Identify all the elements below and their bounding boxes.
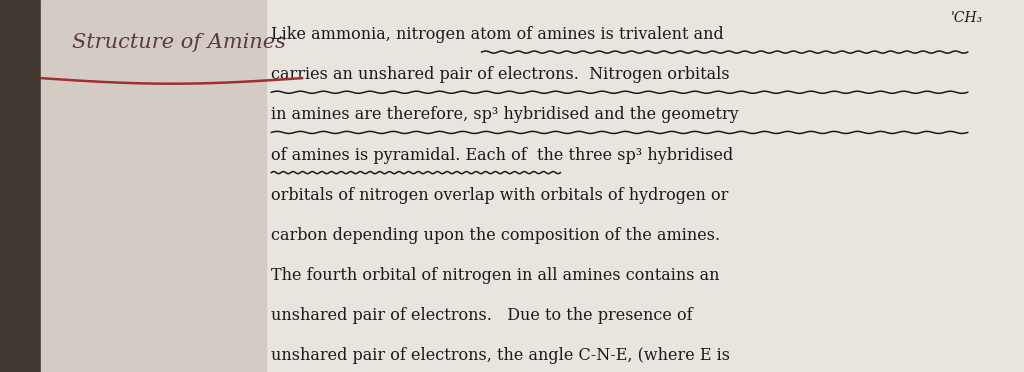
Text: The fourth orbital of nitrogen in all amines contains an: The fourth orbital of nitrogen in all am… [271, 267, 720, 284]
Text: Structure of Amines: Structure of Amines [73, 33, 286, 52]
Bar [0, 0, 41, 372]
Bar [41, 0, 266, 372]
Text: Like ammonia, nitrogen atom of amines is trivalent and: Like ammonia, nitrogen atom of amines is… [271, 26, 724, 43]
Text: unshared pair of electrons, the angle C-N-E, (where E is: unshared pair of electrons, the angle C-… [271, 347, 730, 365]
Text: in amines are therefore, sp³ hybridised and the geometry: in amines are therefore, sp³ hybridised … [271, 106, 739, 124]
Text: 'CH₃: 'CH₃ [951, 11, 983, 25]
Text: carbon depending upon the composition of the amines.: carbon depending upon the composition of… [271, 227, 721, 244]
Text: of amines is pyramidal. Each of  the three sp³ hybridised: of amines is pyramidal. Each of the thre… [271, 147, 733, 164]
Text: carries an unshared pair of electrons.  Nitrogen orbitals: carries an unshared pair of electrons. N… [271, 66, 730, 83]
Text: unshared pair of electrons.   Due to the presence of: unshared pair of electrons. Due to the p… [271, 307, 693, 324]
Text: orbitals of nitrogen overlap with orbitals of hydrogen or: orbitals of nitrogen overlap with orbita… [271, 187, 729, 204]
